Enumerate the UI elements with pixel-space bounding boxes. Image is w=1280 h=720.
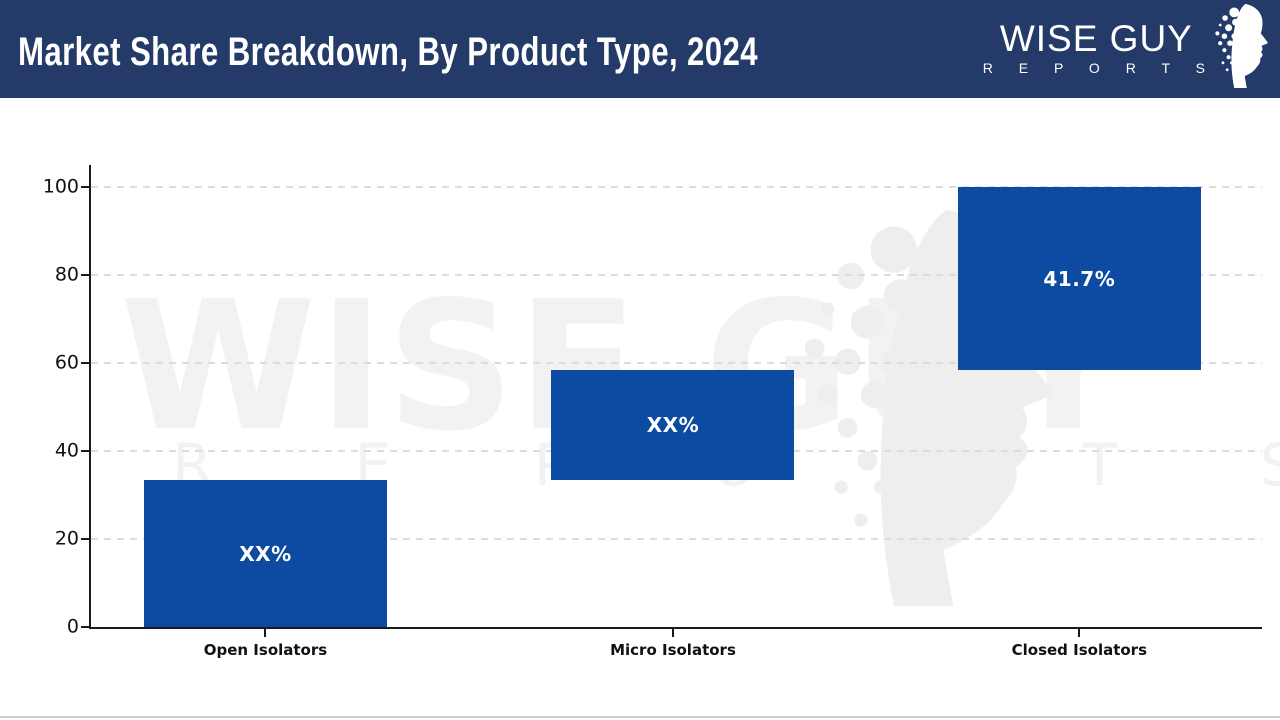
y-axis-tick-label: 0 [66, 615, 79, 638]
y-axis-tick [81, 186, 89, 188]
bar-closed-isolators: 41.7% [957, 187, 1201, 371]
brand-subtitle: R E P O R T S [982, 59, 1216, 76]
y-axis-tick-label: 20 [54, 527, 79, 550]
header: Market Share Breakdown, By Product Type,… [0, 0, 1280, 98]
page-title: Market Share Breakdown, By Product Type,… [18, 30, 759, 74]
y-axis-tick-label: 40 [54, 439, 79, 462]
y-axis-tick-label: 60 [54, 351, 79, 374]
bar-value-label: 41.7% [1043, 266, 1116, 291]
x-axis-tick [1078, 629, 1081, 637]
y-axis-tick [81, 274, 89, 276]
plot-area: 0 20 40 60 80 100 XX% Open Isolators XX% Micro Is… [43, 165, 1262, 659]
x-axis-category-label: Open Isolators [203, 641, 328, 659]
gridline [91, 274, 1262, 276]
bar-value-label: XX% [646, 413, 700, 438]
brand-logo: WISE GUY R E P O R T S [977, 4, 1274, 88]
y-axis-tick-label: 80 [54, 263, 79, 286]
x-axis-tick [671, 629, 674, 637]
bottom-divider [0, 716, 1280, 718]
x-axis-category-label: Micro Isolators [610, 641, 736, 659]
y-axis-tick [81, 450, 89, 452]
x-axis-tick [264, 629, 267, 637]
chart-canvas: WISE GUY R E P O R T S 020406080100XX%Op… [0, 98, 1280, 720]
x-axis-category-label: Closed Isolators [1011, 641, 1148, 659]
bar-open-isolators: XX% [143, 480, 387, 627]
bar-micro-isolators: XX% [551, 370, 795, 481]
gridline [91, 538, 1262, 540]
brand-head-icon [1200, 4, 1274, 88]
gridline [91, 186, 1262, 188]
y-axis-tick [81, 626, 89, 628]
y-axis-tick-label: 100 [42, 175, 79, 198]
brand-text: WISE GUY R E P O R T S [977, 18, 1216, 76]
gridline [91, 362, 1262, 364]
brand-name: WISE GUY [999, 18, 1193, 59]
y-axis-tick [81, 362, 89, 364]
bar-value-label: XX% [239, 541, 292, 566]
y-axis-tick [81, 538, 89, 540]
